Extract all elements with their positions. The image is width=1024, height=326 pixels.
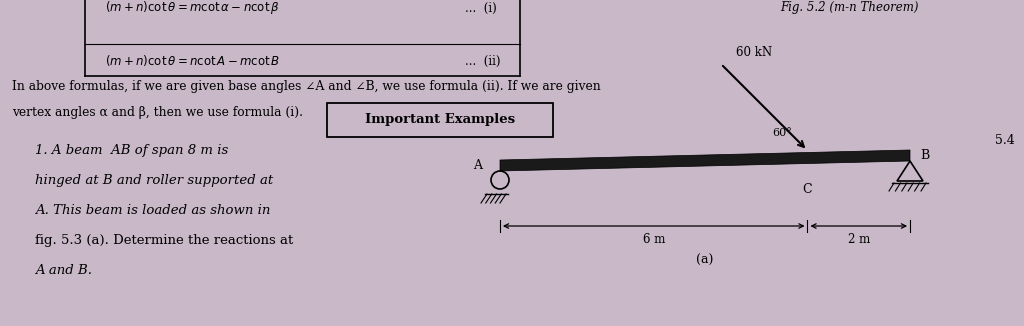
Text: $(m+n)\cot\theta = m\cot\alpha - n\cot\beta$: $(m+n)\cot\theta = m\cot\alpha - n\cot\b… [105,0,280,17]
Text: A: A [473,159,482,172]
Polygon shape [500,150,910,171]
Text: fig. 5.3 (a). Determine the reactions at: fig. 5.3 (a). Determine the reactions at [35,234,293,247]
Text: 2 m: 2 m [848,233,869,246]
Text: Fig. 5.2 (m-n Theorem): Fig. 5.2 (m-n Theorem) [780,2,919,14]
Text: C: C [803,183,812,196]
Text: hinged at B and roller supported at: hinged at B and roller supported at [35,174,273,187]
Text: 60°: 60° [772,128,793,139]
Text: A. This beam is loaded as shown in: A. This beam is loaded as shown in [35,204,270,217]
Text: $(m+n)\cot\theta = n\cot A - m\cot B$: $(m+n)\cot\theta = n\cot A - m\cot B$ [105,53,281,68]
FancyBboxPatch shape [327,103,553,137]
Text: ...  (ii): ... (ii) [465,54,501,67]
Text: 1. A beam  AB of span 8 m is: 1. A beam AB of span 8 m is [35,144,228,157]
Text: 5.4: 5.4 [995,135,1015,147]
Text: vertex angles α and β, then we use formula (i).: vertex angles α and β, then we use formu… [12,106,303,119]
Text: Important Examples: Important Examples [365,113,515,126]
Text: B: B [920,149,929,162]
Text: (a): (a) [696,254,714,267]
Text: In above formulas, if we are given base angles ∠A and ∠B, we use formula (ii). I: In above formulas, if we are given base … [12,80,601,93]
Text: A and B.: A and B. [35,264,92,277]
Text: ...  (i): ... (i) [465,2,497,14]
Text: 60 kN: 60 kN [736,46,772,59]
Text: 6 m: 6 m [643,233,665,246]
